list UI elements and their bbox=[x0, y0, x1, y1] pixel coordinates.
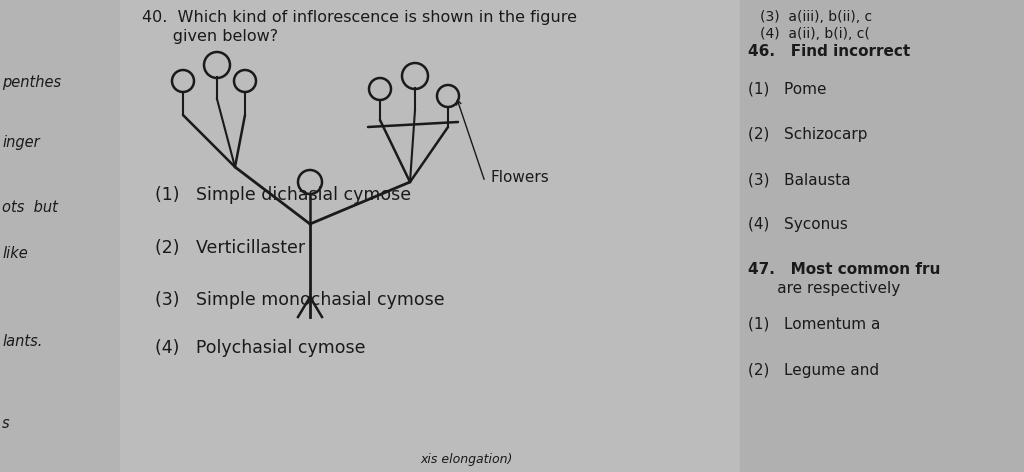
Text: (4)   Syconus: (4) Syconus bbox=[748, 218, 848, 233]
Text: (3)   Simple monochasial cymose: (3) Simple monochasial cymose bbox=[155, 291, 444, 309]
Text: (4)   Polychasial cymose: (4) Polychasial cymose bbox=[155, 339, 366, 357]
Text: (2)   Legume and: (2) Legume and bbox=[748, 362, 880, 378]
Text: s: s bbox=[2, 416, 9, 431]
Text: (2)   Schizocarp: (2) Schizocarp bbox=[748, 127, 867, 143]
Text: xis elongation): xis elongation) bbox=[420, 454, 512, 466]
Text: penthes: penthes bbox=[2, 75, 61, 90]
Text: (1)   Pome: (1) Pome bbox=[748, 82, 826, 96]
Text: 46.   Find incorrect: 46. Find incorrect bbox=[748, 44, 910, 59]
Text: ots  but: ots but bbox=[2, 200, 58, 214]
Text: (3)  a(iii), b(ii), c: (3) a(iii), b(ii), c bbox=[760, 10, 872, 24]
Text: (1)   Simple dichasial cymose: (1) Simple dichasial cymose bbox=[155, 186, 411, 204]
Text: given below?: given below? bbox=[142, 29, 279, 44]
Text: like: like bbox=[2, 246, 28, 261]
Text: lants.: lants. bbox=[2, 335, 42, 349]
Text: (4)  a(ii), b(i), c(: (4) a(ii), b(i), c( bbox=[760, 27, 869, 41]
Text: (3)   Balausta: (3) Balausta bbox=[748, 172, 851, 187]
Text: Flowers: Flowers bbox=[490, 169, 549, 185]
Bar bbox=[120, 0, 740, 472]
Text: inger: inger bbox=[2, 135, 40, 150]
Text: (1)   Lomentum a: (1) Lomentum a bbox=[748, 317, 881, 331]
Text: 40.  Which kind of inflorescence is shown in the figure: 40. Which kind of inflorescence is shown… bbox=[142, 10, 577, 25]
Text: (2)   Verticillaster: (2) Verticillaster bbox=[155, 239, 305, 257]
Text: are respectively: are respectively bbox=[748, 280, 900, 295]
Bar bbox=[740, 0, 1024, 472]
Text: 47.   Most common fru: 47. Most common fru bbox=[748, 262, 940, 278]
